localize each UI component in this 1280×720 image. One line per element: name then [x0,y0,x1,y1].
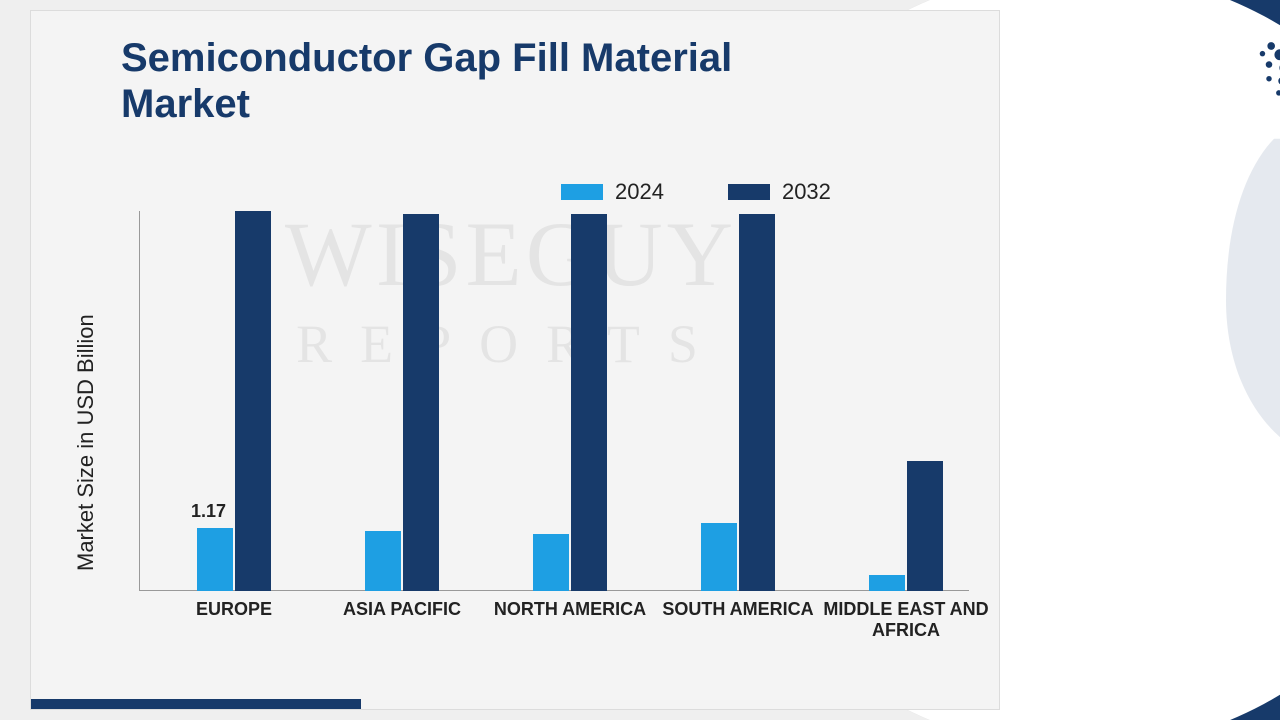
bar-2032 [907,461,943,591]
legend-item-2032: 2032 [728,179,831,205]
bar-2032 [403,214,439,591]
bottom-accent-strip [31,699,361,709]
y-axis-line [139,211,140,591]
category-label: SOUTH AMERICA [653,599,823,620]
chart-area: 1.17 [139,211,969,591]
category-label: EUROPE [149,599,319,620]
bar-2032 [571,214,607,591]
category-label: MIDDLE EAST AND AFRICA [821,599,991,640]
bar-2032 [235,211,271,591]
bar-2024 [533,534,569,591]
brand-name: WISEGUY [1027,28,1244,79]
chart-title: Semiconductor Gap Fill Material Market [121,35,761,127]
bar-2024 [701,523,737,591]
bar-value-label: 1.17 [191,501,226,522]
stage: WISEGUY REPORTS Semiconductor Gap Fill M… [0,0,1280,720]
legend-swatch-2032 [728,184,770,200]
y-axis-label: Market Size in USD Billion [73,314,99,571]
legend-item-2024: 2024 [561,179,664,205]
legend: 2024 2032 [561,179,831,205]
brand-head-icon [1214,22,1280,142]
category-label: NORTH AMERICA [485,599,655,620]
bar-2024 [197,528,233,592]
legend-label-2024: 2024 [615,179,664,205]
bar-2032 [739,214,775,591]
legend-label-2032: 2032 [782,179,831,205]
chart-panel: Semiconductor Gap Fill Material Market W… [30,10,1000,710]
legend-swatch-2024 [561,184,603,200]
bar-2024 [869,575,905,591]
brand-logo: WISEGUY REPORTS [1027,28,1244,96]
category-label: ASIA PACIFIC [317,599,487,620]
bar-2024 [365,531,401,591]
head-watermark-icon [1150,90,1280,510]
